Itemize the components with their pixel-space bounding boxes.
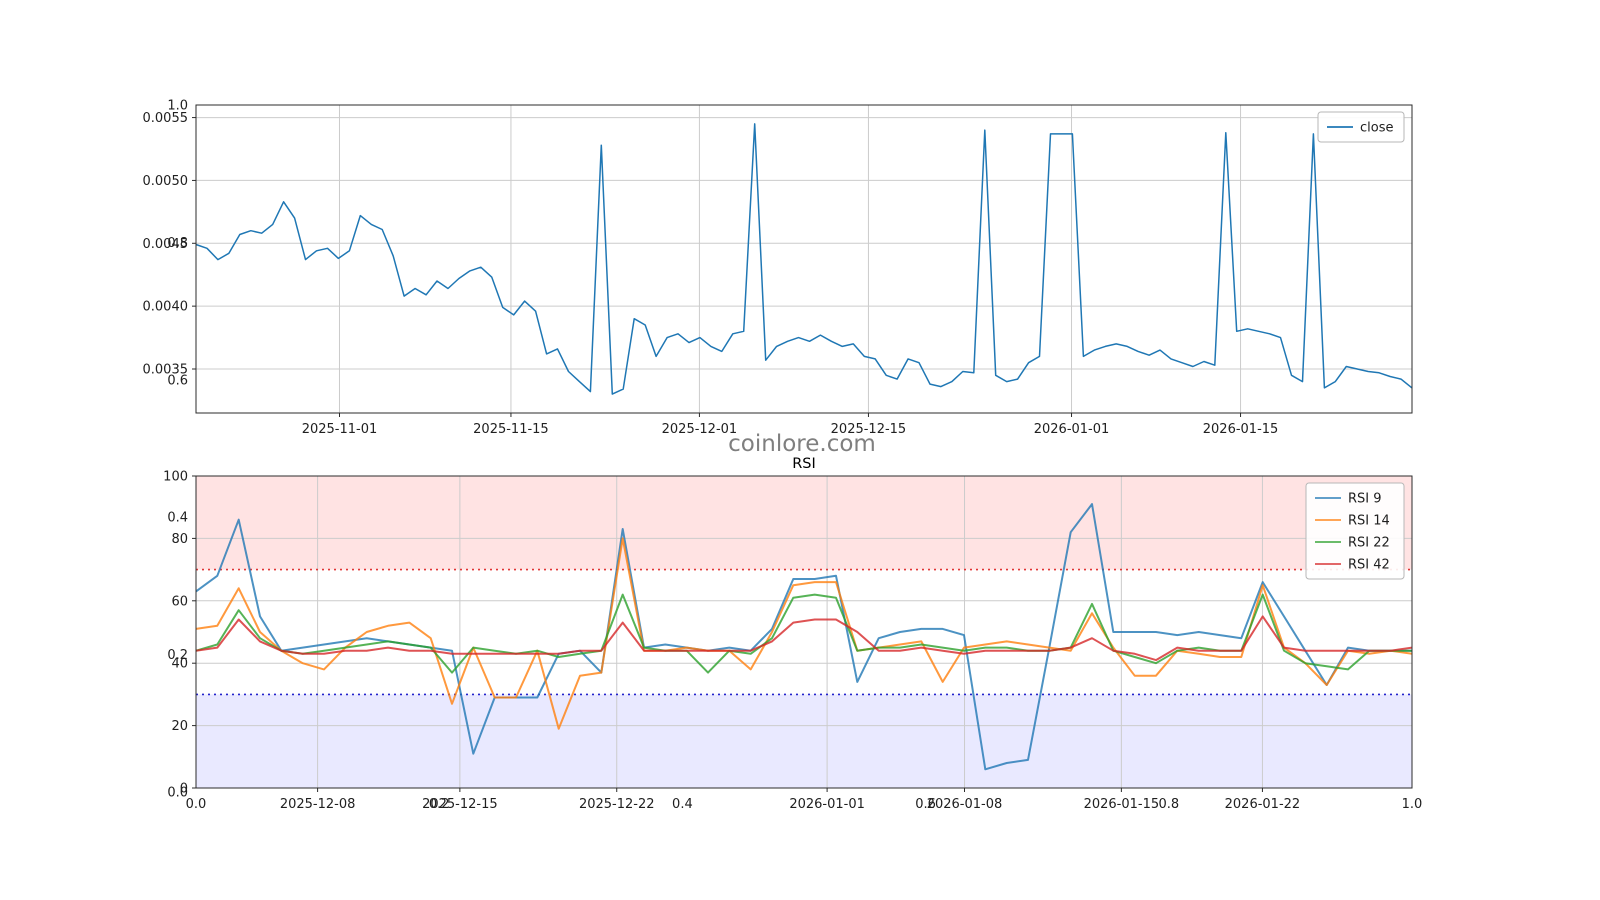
series-line-rsi-14	[195, 537, 1413, 730]
shaded-band	[196, 476, 1412, 570]
overlay-axis: 1.0 0.8 0.6 0.4 0.2 0.00.0 0.2 0.4 0.6 0.8 1.0	[167, 99, 1422, 813]
legend-label: RSI 9	[1348, 492, 1382, 507]
overlay-x-tick-label: 1.0	[1402, 797, 1423, 812]
y-tick-label: 100	[163, 470, 188, 485]
x-tick-label: 2026-01-08	[927, 797, 1003, 812]
y-tick-label: 20	[171, 719, 188, 734]
rsi-chart-title: RSI	[792, 456, 816, 472]
overlay-y-tick-label: 0.0	[167, 786, 188, 801]
y-tick-label: 0.0045	[143, 237, 189, 252]
x-tick-label: 2025-12-15	[831, 422, 907, 437]
legend: RSI 9 RSI 14 RSI 22 RSI 42	[1305, 482, 1405, 580]
x-tick-label: 2026-01-22	[1225, 797, 1301, 812]
x-tick-label: 2025-11-01	[302, 422, 378, 437]
legend-label: close	[1360, 121, 1393, 136]
plot-border	[195, 475, 1413, 789]
overlay-y-tick-label: 0.8	[167, 236, 188, 251]
x-tick-label: 2026-01-15	[1203, 422, 1279, 437]
y-tick-label: 40	[171, 657, 188, 672]
y-tick-label: 0.0055	[143, 111, 189, 126]
shaded-band	[196, 694, 1412, 788]
overlay-x-tick-label: 0.8	[1158, 797, 1179, 812]
x-tick-label: 2025-12-01	[662, 422, 738, 437]
y-tick-label: 60	[171, 594, 188, 609]
y-tick-label: 0	[180, 782, 188, 797]
legend: close	[1317, 111, 1405, 143]
y-tick-label: 80	[171, 532, 188, 547]
y-tick-label: 0.0050	[143, 174, 189, 189]
legend-label: RSI 42	[1348, 558, 1390, 573]
x-tick-label: 2025-12-08	[280, 797, 356, 812]
x-tick-label: 2025-12-22	[579, 797, 655, 812]
x-tick-label: 2025-12-15	[422, 797, 498, 812]
y-tick-label: 0.0035	[143, 363, 189, 378]
overlay-x-tick-label: 0.4	[672, 797, 693, 812]
x-tick-label: 2026-01-01	[1034, 422, 1110, 437]
rsi-chart: 0 20 40 60 80 100 2025-12-08 2025-12-15 2025-12-…	[163, 470, 1413, 812]
series-line-rsi-42	[195, 615, 1413, 662]
legend-box	[1305, 482, 1405, 580]
legend-box	[1317, 111, 1405, 143]
overlay-x-tick-label: 0.2	[429, 797, 450, 812]
watermark: coinlore.com	[728, 431, 876, 457]
x-tick-label: 2025-11-15	[473, 422, 549, 437]
overlay-y-tick-label: 1.0	[167, 99, 188, 114]
overlay-y-tick-label: 0.4	[167, 511, 188, 526]
x-tick-label: 2026-01-01	[789, 797, 865, 812]
y-tick-label: 0.0040	[143, 300, 189, 315]
overlay-y-tick-label: 0.2	[167, 648, 188, 663]
x-tick-label: 2026-01-15	[1084, 797, 1160, 812]
overlay-y-tick-label: 0.6	[167, 373, 188, 388]
legend-label: RSI 22	[1348, 536, 1390, 551]
overlay-x-tick-label: 0.0	[186, 797, 207, 812]
overlay-x-tick-label: 0.6	[915, 797, 936, 812]
legend-label: RSI 14	[1348, 514, 1390, 529]
price-chart: 0.0035 0.0040 0.0045 0.0050 0.0055 2025-11-01…	[143, 104, 1413, 437]
series-line-close	[195, 123, 1413, 395]
series-line-rsi-22	[195, 593, 1412, 674]
plot-border	[195, 104, 1413, 414]
